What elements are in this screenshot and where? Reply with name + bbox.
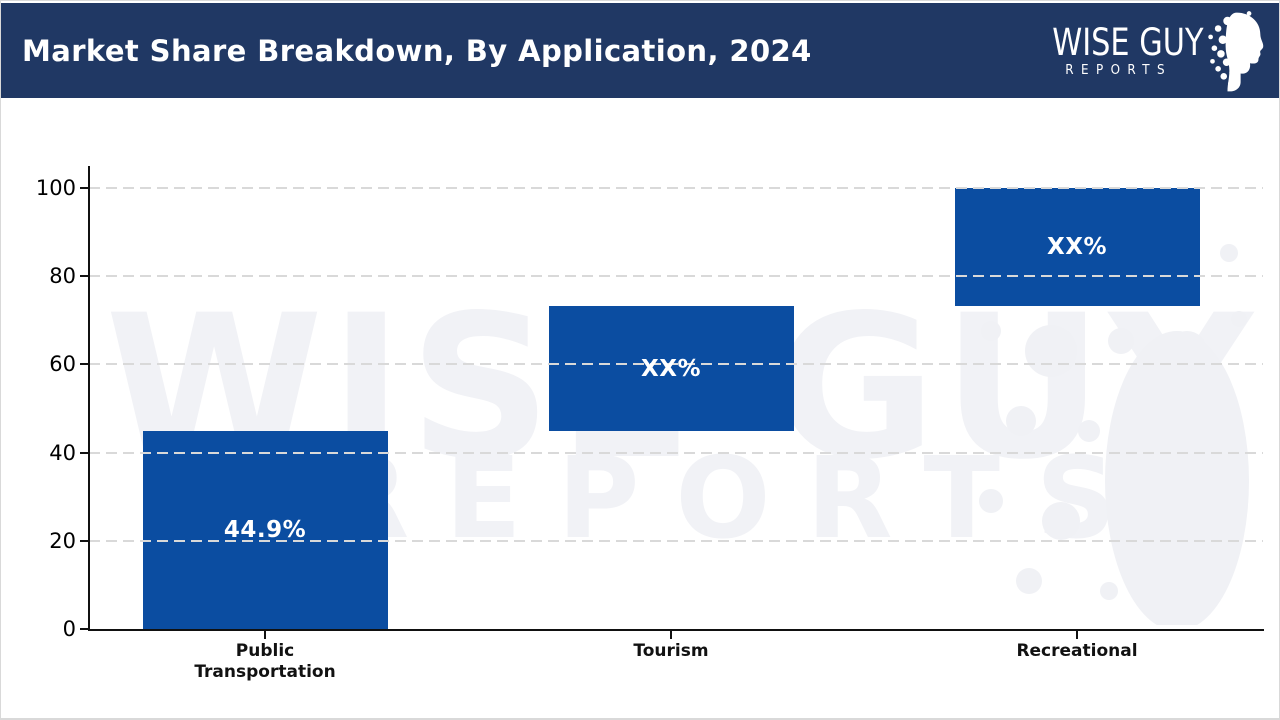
y-tick-label-100: 100	[35, 176, 76, 200]
logo-wordmark: WISE GUY REPORTS	[1019, 20, 1203, 79]
bar-value-label-recreational: XX%	[1046, 234, 1107, 261]
gridline-60	[89, 363, 1263, 366]
logo-wordmark-sub: REPORTS	[1065, 63, 1172, 79]
y-tick-80	[80, 275, 89, 278]
y-tick-20	[80, 539, 89, 542]
y-tick-label-0: 0	[62, 617, 76, 641]
y-tick-label-60: 60	[49, 352, 76, 377]
gridline-20	[89, 539, 1263, 542]
y-tick-label-40: 40	[49, 440, 76, 465]
x-tick-label-recreational: Recreational	[1016, 641, 1138, 661]
gridline-40	[89, 451, 1263, 454]
logo-wordmark-main: WISE GUY	[1051, 20, 1203, 64]
y-axis-line	[88, 166, 90, 631]
wise-guy-logo: WISE GUY REPORTS	[1019, 9, 1265, 93]
x-tick-tourism	[670, 631, 672, 639]
x-tick-label-public-transportation: Public Transportation	[194, 641, 336, 682]
y-tick-40	[80, 451, 89, 454]
gridline-100	[89, 187, 1263, 189]
y-tick-100	[80, 187, 89, 189]
x-tick-label-tourism: Tourism	[633, 641, 709, 661]
y-tick-0	[80, 628, 89, 630]
bar-public-transportation	[142, 430, 388, 629]
header: Market Share Breakdown, By Application, …	[1, 3, 1279, 98]
x-axis-line	[88, 629, 1264, 631]
gridline-80	[89, 275, 1263, 278]
x-tick-recreational	[1076, 631, 1078, 639]
face-logo-icon	[1208, 11, 1264, 92]
y-tick-60	[80, 363, 89, 366]
bar-tourism	[548, 306, 794, 431]
x-tick-public-transportation	[264, 631, 266, 639]
y-tick-label-20: 20	[49, 528, 76, 553]
y-tick-label-80: 80	[49, 264, 76, 289]
page-title: Market Share Breakdown, By Application, …	[22, 33, 812, 68]
bar-value-label-tourism: XX%	[640, 355, 701, 382]
bar-value-label-public-transportation: 44.9%	[223, 516, 307, 543]
